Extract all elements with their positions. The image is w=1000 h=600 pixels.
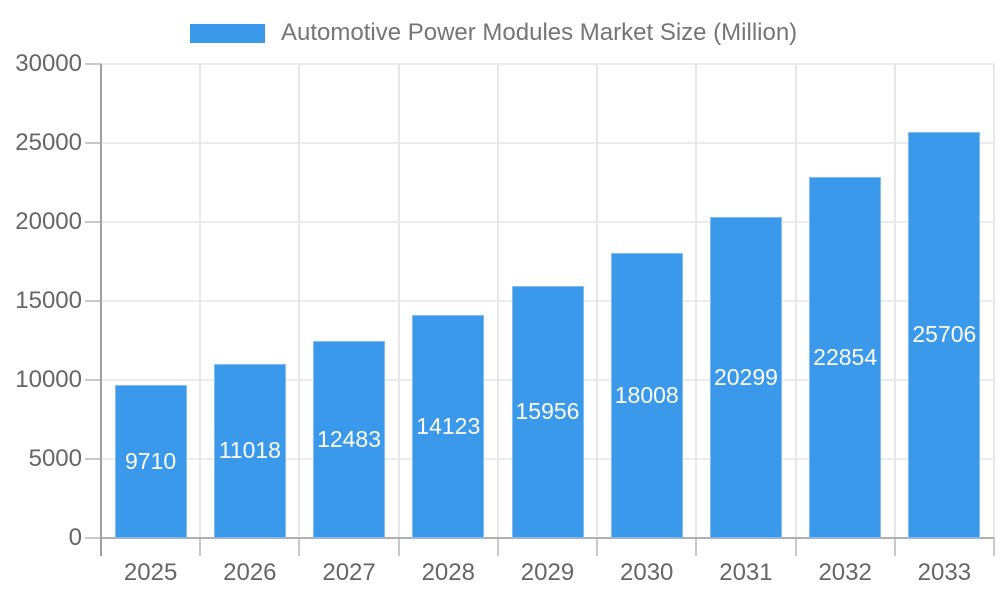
x-axis-tick <box>695 538 698 556</box>
x-axis-label: 2033 <box>917 559 972 586</box>
y-axis-line <box>100 64 102 556</box>
x-axis-label: 2025 <box>123 559 178 586</box>
bar-value-label: 14123 <box>416 412 481 439</box>
bar-2029[interactable]: 15956 <box>511 285 584 538</box>
bar-value-label: 11018 <box>218 437 281 464</box>
y-axis-tick <box>85 63 101 65</box>
gridline-vertical <box>993 64 995 538</box>
y-axis-label: 10000 <box>15 366 82 393</box>
bar-2032[interactable]: 22854 <box>809 176 882 538</box>
x-axis-label: 2031 <box>719 559 773 586</box>
gridline-vertical <box>199 64 202 538</box>
bar-value-label: 12483 <box>317 425 382 452</box>
x-axis-line <box>101 537 994 539</box>
x-axis-label: 2026 <box>223 559 277 586</box>
bar-2031[interactable]: 20299 <box>709 217 782 538</box>
x-axis-label: 2032 <box>818 559 872 586</box>
gridline-vertical <box>596 64 599 538</box>
bar-2026[interactable]: 11018 <box>213 363 286 538</box>
x-axis-tick <box>298 538 301 556</box>
x-axis-label: 2028 <box>421 559 475 586</box>
y-axis-tick <box>85 379 101 381</box>
gridline-horizontal <box>101 63 994 65</box>
x-axis-tick <box>794 538 797 556</box>
y-axis-tick <box>85 142 101 144</box>
bar-value-label: 20299 <box>713 364 778 391</box>
gridline-horizontal <box>101 142 994 144</box>
y-axis-label: 5000 <box>28 445 82 472</box>
x-axis-tick <box>596 538 599 556</box>
bar-value-label: 22854 <box>813 343 878 370</box>
x-axis-tick <box>893 538 896 556</box>
y-axis-label: 25000 <box>15 129 82 156</box>
bar-value-label: 18008 <box>614 382 679 409</box>
x-axis-tick <box>496 538 499 556</box>
x-axis-tick <box>397 538 400 556</box>
gridline-vertical <box>695 64 698 538</box>
x-axis-tick <box>993 538 995 556</box>
y-axis-label: 15000 <box>15 287 82 314</box>
gridline-vertical <box>496 64 499 538</box>
bar-2025[interactable]: 9710 <box>114 384 187 538</box>
bar-value-label: 25706 <box>912 321 977 348</box>
y-axis-tick <box>85 458 101 460</box>
legend-swatch <box>190 23 265 43</box>
gridline-vertical <box>893 64 896 538</box>
y-axis-label: 20000 <box>15 208 82 235</box>
y-axis-tick <box>85 537 101 539</box>
bar-2033[interactable]: 25706 <box>908 131 981 538</box>
y-axis-label: 0 <box>68 524 82 551</box>
legend-item[interactable]: Automotive Power Modules Market Size (Mi… <box>190 15 797 51</box>
gridline-vertical <box>397 64 400 538</box>
y-axis-tick <box>85 221 101 223</box>
legend-label: Automotive Power Modules Market Size (Mi… <box>281 19 798 46</box>
y-axis-tick <box>85 300 101 302</box>
bar-2030[interactable]: 18008 <box>610 253 683 538</box>
gridline-vertical <box>298 64 301 538</box>
y-axis-label: 30000 <box>15 50 82 77</box>
gridline-horizontal <box>101 221 994 223</box>
x-axis-tick <box>199 538 202 556</box>
bar-value-label: 15956 <box>515 398 580 425</box>
x-axis-label: 2027 <box>322 559 376 586</box>
bar-2027[interactable]: 12483 <box>313 340 386 538</box>
bar-2028[interactable]: 14123 <box>412 314 485 538</box>
bar-value-label: 9710 <box>125 447 177 474</box>
gridline-vertical <box>794 64 797 538</box>
x-axis-label: 2030 <box>620 559 674 586</box>
x-axis-label: 2029 <box>520 559 575 586</box>
